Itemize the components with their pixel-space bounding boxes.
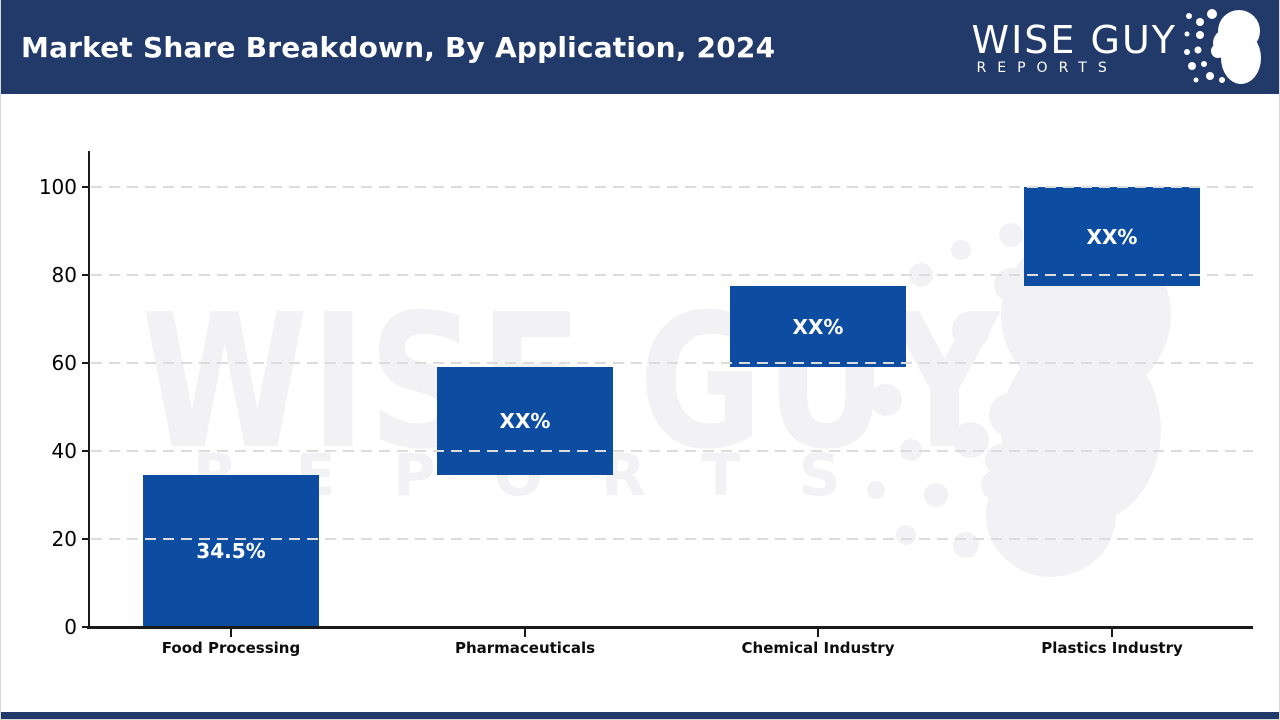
gridline-100 — [91, 186, 1253, 188]
x-axis-tick-mark — [230, 629, 232, 637]
gridline-40 — [91, 450, 1253, 452]
bar-value-label: 34.5% — [196, 539, 266, 564]
x-axis-tick-mark — [1111, 629, 1113, 637]
bar-plastics-industry — [1024, 187, 1200, 286]
brand-subtitle: REPORTS — [976, 60, 1118, 76]
x-axis-category-label: Plastics Industry — [1041, 639, 1183, 657]
y-axis-line — [88, 151, 90, 628]
y-axis-tick-mark — [82, 362, 89, 364]
x-axis-category-label: Food Processing — [161, 639, 301, 657]
x-axis-tick-mark — [524, 629, 526, 637]
y-axis-tick-label: 40 — [51, 439, 77, 463]
header-bar: Market Share Breakdown, By Application, … — [1, 0, 1279, 94]
y-axis-tick-mark — [82, 538, 89, 540]
gridline-80 — [91, 274, 1253, 276]
y-axis-tick-label: 20 — [51, 527, 77, 551]
page-title: Market Share Breakdown, By Application, … — [21, 30, 776, 64]
y-axis-tick-mark — [82, 186, 89, 188]
y-axis-tick-mark — [82, 274, 89, 276]
bar-food-processing — [143, 475, 319, 627]
y-axis-tick-label: 100 — [38, 175, 77, 199]
brand-name: WISE GUY — [971, 18, 1177, 62]
y-axis-tick-label: 60 — [51, 351, 77, 375]
x-axis-tick-mark — [817, 629, 819, 637]
brand-logo: WISE GUY REPORTS — [972, 6, 1271, 90]
y-axis-tick-mark — [82, 626, 89, 628]
bar-value-label: XX% — [792, 314, 844, 339]
x-axis-category-label: Pharmaceuticals — [454, 639, 596, 657]
bar-value-label: XX% — [1086, 224, 1138, 249]
bar-chemical-industry — [730, 286, 906, 368]
x-axis-category-label: Chemical Industry — [741, 639, 895, 657]
brand-logo-text: WISE GUY REPORTS — [972, 20, 1177, 76]
gridline-20 — [91, 538, 1253, 540]
gridline-60 — [91, 362, 1253, 364]
footer-bar — [1, 712, 1279, 719]
y-axis-tick-label: 80 — [51, 263, 77, 287]
x-axis-line — [87, 626, 1253, 629]
bar-pharmaceuticals — [437, 367, 613, 476]
y-axis-tick-mark — [82, 450, 89, 452]
bar-value-label: XX% — [499, 409, 551, 434]
y-axis-tick-label: 0 — [64, 615, 77, 639]
wiseguy-head-icon — [1184, 9, 1261, 84]
